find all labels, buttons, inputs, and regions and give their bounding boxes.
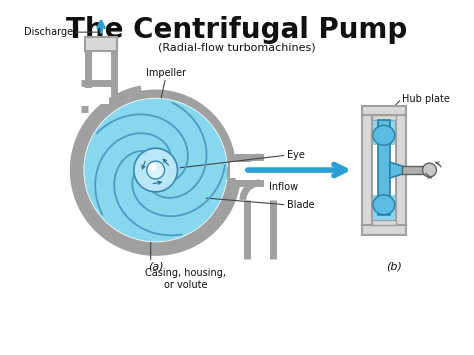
Bar [364, 120, 404, 145]
Circle shape [147, 161, 164, 179]
Text: (b): (b) [386, 261, 401, 271]
Text: (Radial-flow turbomachines): (Radial-flow turbomachines) [158, 42, 316, 52]
Text: Discharge: Discharge [24, 27, 73, 37]
Bar [93, 51, 109, 95]
Text: Impeller: Impeller [146, 68, 186, 78]
Bar [401, 166, 429, 174]
Bar [362, 225, 406, 235]
Bar [364, 195, 404, 220]
Circle shape [84, 99, 227, 241]
Bar [362, 115, 372, 225]
Bar [81, 88, 109, 104]
Text: The Centrifugal Pump: The Centrifugal Pump [66, 16, 408, 44]
Ellipse shape [373, 125, 395, 145]
Polygon shape [390, 162, 406, 178]
Bar [372, 115, 396, 120]
Text: Casing, housing,
or volute: Casing, housing, or volute [145, 268, 226, 290]
Text: Hub plate: Hub plate [401, 94, 449, 104]
Bar [372, 220, 396, 225]
Circle shape [149, 163, 156, 171]
Text: Eye: Eye [287, 150, 304, 160]
Bar [378, 120, 390, 215]
Circle shape [134, 148, 177, 192]
Circle shape [422, 163, 437, 177]
Bar [396, 115, 406, 225]
Bar [230, 162, 260, 178]
Text: Blade: Blade [287, 200, 314, 210]
Ellipse shape [373, 195, 395, 215]
Text: (a): (a) [148, 261, 164, 271]
Text: Inflow: Inflow [269, 182, 298, 192]
Bar [362, 105, 406, 115]
Bar [252, 200, 268, 260]
Bar [85, 37, 117, 51]
